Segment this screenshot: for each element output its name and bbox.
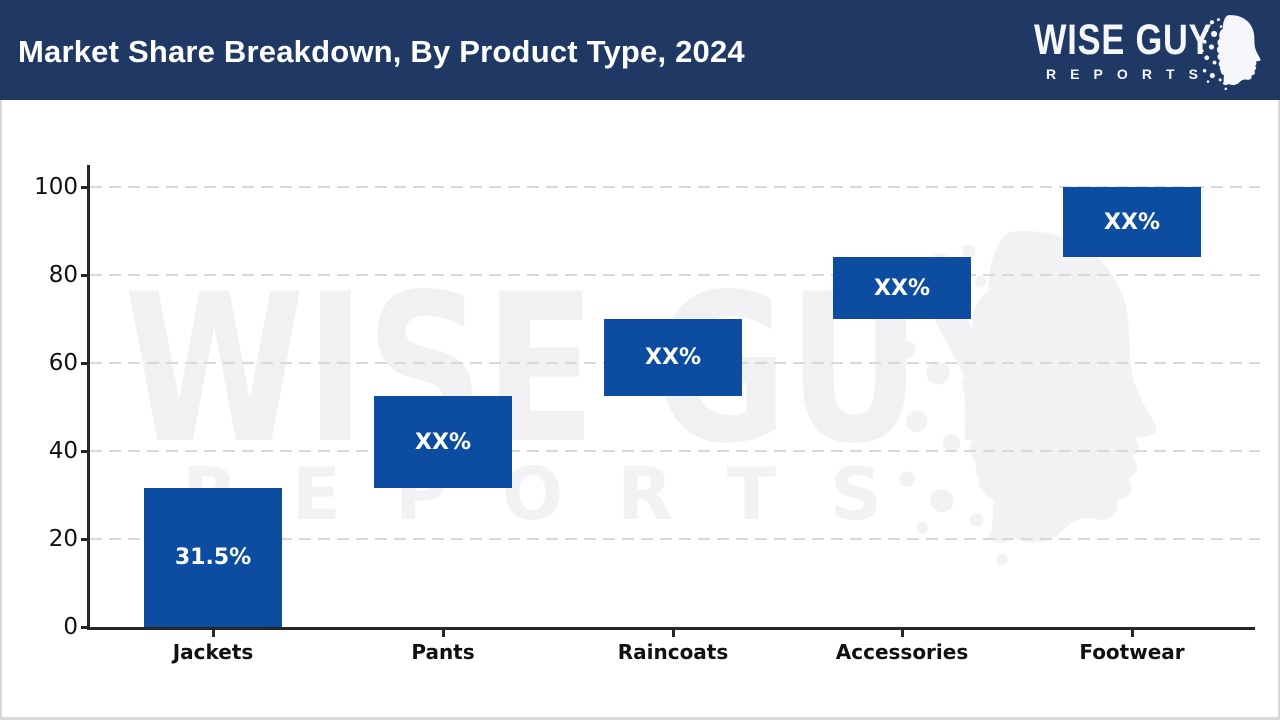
- bar-raincoats: XX%: [604, 319, 742, 396]
- gridline-40: [90, 450, 1260, 452]
- bar-jackets: 31.5%: [144, 488, 282, 627]
- x-category-label: Jackets: [172, 640, 254, 664]
- bar-value-label: XX%: [874, 275, 930, 301]
- gridline-100: [90, 186, 1260, 188]
- bar-footwear: XX%: [1063, 187, 1201, 258]
- spread-letter: R: [617, 452, 673, 536]
- x-category-label: Footwear: [1079, 640, 1185, 664]
- y-tick-mark: [81, 538, 90, 541]
- y-tick-label: 60: [48, 350, 78, 376]
- gridline-20: [90, 538, 1260, 540]
- x-tick-mark: [901, 630, 904, 637]
- gridline-80: [90, 274, 1260, 276]
- spread-letter: T: [726, 452, 776, 536]
- bar-value-label: XX%: [1104, 209, 1160, 235]
- y-tick-label: 40: [48, 438, 78, 464]
- spread-letter: P: [1093, 66, 1103, 82]
- spread-letter: S: [1188, 66, 1198, 82]
- bar-value-label: XX%: [645, 345, 701, 370]
- spread-letter: S: [830, 452, 882, 536]
- x-category-label: Raincoats: [617, 640, 729, 664]
- spread-letter: E: [1070, 66, 1080, 82]
- spread-letter: O: [1116, 66, 1128, 82]
- y-tick-mark: [81, 362, 90, 365]
- spread-letter: R: [1141, 66, 1152, 82]
- x-tick-mark: [672, 630, 675, 637]
- spread-letter: T: [1165, 66, 1175, 82]
- bar-value-label: XX%: [415, 429, 471, 455]
- bar-accessories: XX%: [833, 257, 971, 319]
- bar-pants: XX%: [374, 396, 512, 489]
- y-tick-mark: [81, 186, 90, 189]
- spread-letter: R: [1046, 66, 1057, 82]
- y-tick-mark: [81, 626, 90, 629]
- logo-head-profile-icon: [1201, 15, 1261, 91]
- spread-letter: E: [291, 452, 341, 536]
- y-tick-label: 100: [34, 174, 78, 200]
- x-category-label: Pants: [411, 640, 475, 664]
- bar-value-label: 31.5%: [174, 545, 252, 571]
- y-tick-label: 80: [48, 262, 78, 288]
- logo-wordmark: WISE GUY: [1034, 16, 1213, 64]
- x-tick-mark: [442, 630, 445, 637]
- y-tick-mark: [81, 274, 90, 277]
- header-banner: Market Share Breakdown, By Product Type,…: [0, 0, 1280, 100]
- x-tick-mark: [212, 630, 215, 637]
- x-axis: [87, 627, 1255, 630]
- y-tick-label: 20: [48, 526, 78, 552]
- x-category-label: Accessories: [835, 640, 969, 664]
- y-axis: [87, 165, 90, 630]
- page-title: Market Share Breakdown, By Product Type,…: [18, 34, 745, 69]
- y-tick-mark: [81, 450, 90, 453]
- y-tick-label: 0: [63, 614, 78, 640]
- spread-letter: O: [501, 452, 564, 536]
- x-tick-mark: [1131, 630, 1134, 637]
